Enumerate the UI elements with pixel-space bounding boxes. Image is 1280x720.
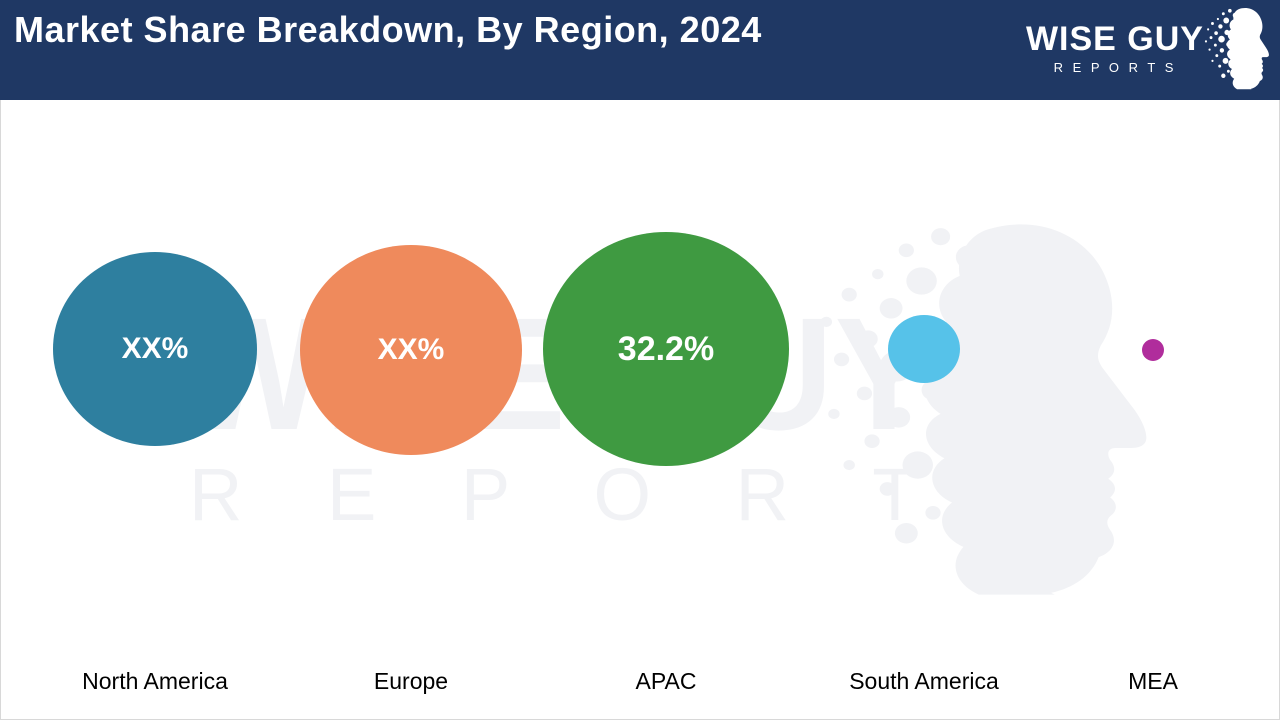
- header-bar: Market Share Breakdown, By Region, 2024 …: [0, 0, 1280, 100]
- bubble-mea: [1142, 339, 1164, 361]
- page-title: Market Share Breakdown, By Region, 2024: [14, 9, 762, 50]
- bubble-europe: XX%: [300, 245, 522, 455]
- bubble-south-america: [888, 315, 960, 383]
- bubble-value-label: 32.2%: [617, 329, 715, 368]
- category-label-apac: APAC: [635, 668, 697, 694]
- category-label-north-america: North America: [82, 668, 228, 694]
- watermark-head-icon: [809, 224, 1147, 595]
- bubble-value-label: XX%: [377, 333, 445, 366]
- category-label-europe: Europe: [373, 668, 449, 694]
- bubble-chart: WISE GUY R E P O R T S XX%XX%32.2% North…: [0, 100, 1280, 720]
- wiseguy-logo: WISE GUY R E P O R T S: [1026, 4, 1274, 90]
- wiseguy-head-icon: [1204, 8, 1269, 90]
- category-label-south-america: South America: [849, 668, 999, 694]
- bubble-value-label: XX%: [121, 332, 189, 365]
- bubble-apac: 32.2%: [543, 232, 789, 466]
- logo-wordmark: WISE GUY: [1025, 19, 1204, 58]
- logo-subtext: R E P O R T S: [1053, 59, 1177, 75]
- category-label-mea: MEA: [1128, 668, 1178, 694]
- bubble-north-america: XX%: [53, 252, 257, 446]
